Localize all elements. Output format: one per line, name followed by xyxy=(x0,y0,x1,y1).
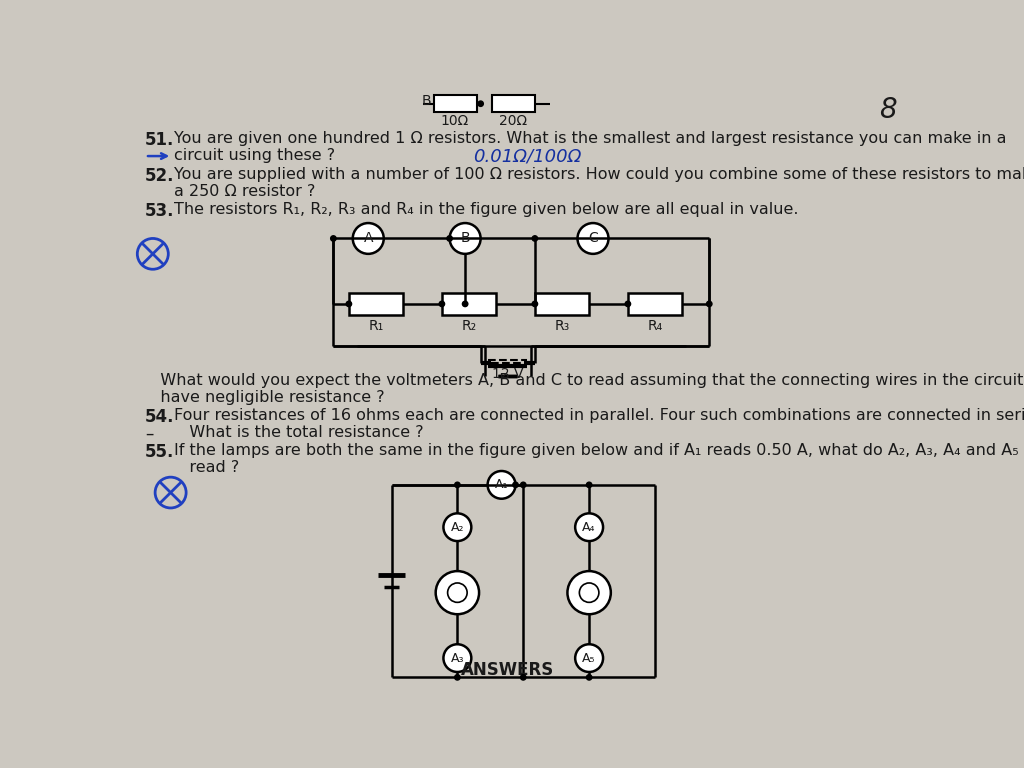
Text: A₁: A₁ xyxy=(495,478,508,492)
Circle shape xyxy=(575,644,603,672)
Circle shape xyxy=(435,571,479,614)
Text: R₁: R₁ xyxy=(369,319,384,333)
Text: A₄: A₄ xyxy=(583,521,596,534)
Circle shape xyxy=(446,236,453,241)
Text: 20Ω: 20Ω xyxy=(499,114,527,127)
Text: If the lamps are both the same in the figure given below and if A₁ reads 0.50 A,: If the lamps are both the same in the fi… xyxy=(174,443,1019,458)
Text: 53.: 53. xyxy=(145,202,174,220)
Bar xyxy=(535,293,589,315)
Circle shape xyxy=(331,236,336,241)
Circle shape xyxy=(567,571,611,614)
Circle shape xyxy=(439,301,444,306)
Circle shape xyxy=(532,301,538,306)
Circle shape xyxy=(455,674,460,680)
Bar xyxy=(442,293,496,315)
Circle shape xyxy=(575,513,603,541)
Text: What would you expect the voltmeters A, B and C to read assuming that the connec: What would you expect the voltmeters A, … xyxy=(145,373,1023,388)
Text: R₂: R₂ xyxy=(462,319,476,333)
Bar xyxy=(628,293,682,315)
Text: R₄: R₄ xyxy=(647,319,663,333)
Circle shape xyxy=(137,238,168,270)
Circle shape xyxy=(455,482,460,488)
Circle shape xyxy=(707,301,712,306)
Text: 55.: 55. xyxy=(145,443,174,462)
Text: You are supplied with a number of 100 Ω resistors. How could you combine some of: You are supplied with a number of 100 Ω … xyxy=(174,167,1024,182)
Circle shape xyxy=(155,477,186,508)
Text: have negligible resistance ?: have negligible resistance ? xyxy=(145,390,385,406)
Text: C: C xyxy=(588,231,598,246)
Circle shape xyxy=(587,482,592,488)
Text: 12 V: 12 V xyxy=(492,367,523,381)
Text: A₂: A₂ xyxy=(451,521,464,534)
Circle shape xyxy=(450,223,480,254)
Bar xyxy=(493,95,535,112)
Circle shape xyxy=(443,644,471,672)
Circle shape xyxy=(532,236,538,241)
Text: 10Ω: 10Ω xyxy=(441,114,469,127)
Text: a 250 Ω resistor ?: a 250 Ω resistor ? xyxy=(174,184,315,199)
Circle shape xyxy=(346,301,351,306)
Text: A: A xyxy=(364,231,373,246)
Circle shape xyxy=(626,301,631,306)
Circle shape xyxy=(580,583,599,602)
Text: B: B xyxy=(422,94,431,108)
Text: What is the total resistance ?: What is the total resistance ? xyxy=(174,425,424,440)
Circle shape xyxy=(513,482,518,488)
Circle shape xyxy=(443,513,471,541)
Text: 52.: 52. xyxy=(145,167,174,185)
Circle shape xyxy=(520,482,526,488)
Bar xyxy=(349,293,403,315)
Text: The resistors R₁, R₂, R₃ and R₄ in the figure given below are all equal in value: The resistors R₁, R₂, R₃ and R₄ in the f… xyxy=(174,202,799,217)
Text: Four resistances of 16 ohms each are connected in parallel. Four such combinatio: Four resistances of 16 ohms each are con… xyxy=(174,408,1024,423)
Text: read ?: read ? xyxy=(174,460,240,475)
Circle shape xyxy=(520,674,526,680)
Text: R₃: R₃ xyxy=(554,319,569,333)
Text: A₃: A₃ xyxy=(451,651,464,664)
Text: A₅: A₅ xyxy=(583,651,596,664)
Text: circuit using these ?: circuit using these ? xyxy=(174,147,336,163)
Text: B: B xyxy=(461,231,470,246)
Text: ANSWERS: ANSWERS xyxy=(461,661,554,679)
Circle shape xyxy=(587,674,592,680)
Text: 8: 8 xyxy=(879,96,896,124)
Text: 51.: 51. xyxy=(145,131,174,149)
Circle shape xyxy=(352,223,384,254)
Text: 0.01Ω/100Ω: 0.01Ω/100Ω xyxy=(473,147,582,166)
Circle shape xyxy=(447,583,467,602)
Text: You are given one hundred 1 Ω resistors. What is the smallest and largest resist: You are given one hundred 1 Ω resistors.… xyxy=(174,131,1007,146)
Circle shape xyxy=(478,101,483,107)
Text: –: – xyxy=(145,425,154,443)
Circle shape xyxy=(487,471,515,498)
Text: 54.: 54. xyxy=(145,408,174,426)
Circle shape xyxy=(578,223,608,254)
Bar xyxy=(434,95,477,112)
Circle shape xyxy=(463,301,468,306)
